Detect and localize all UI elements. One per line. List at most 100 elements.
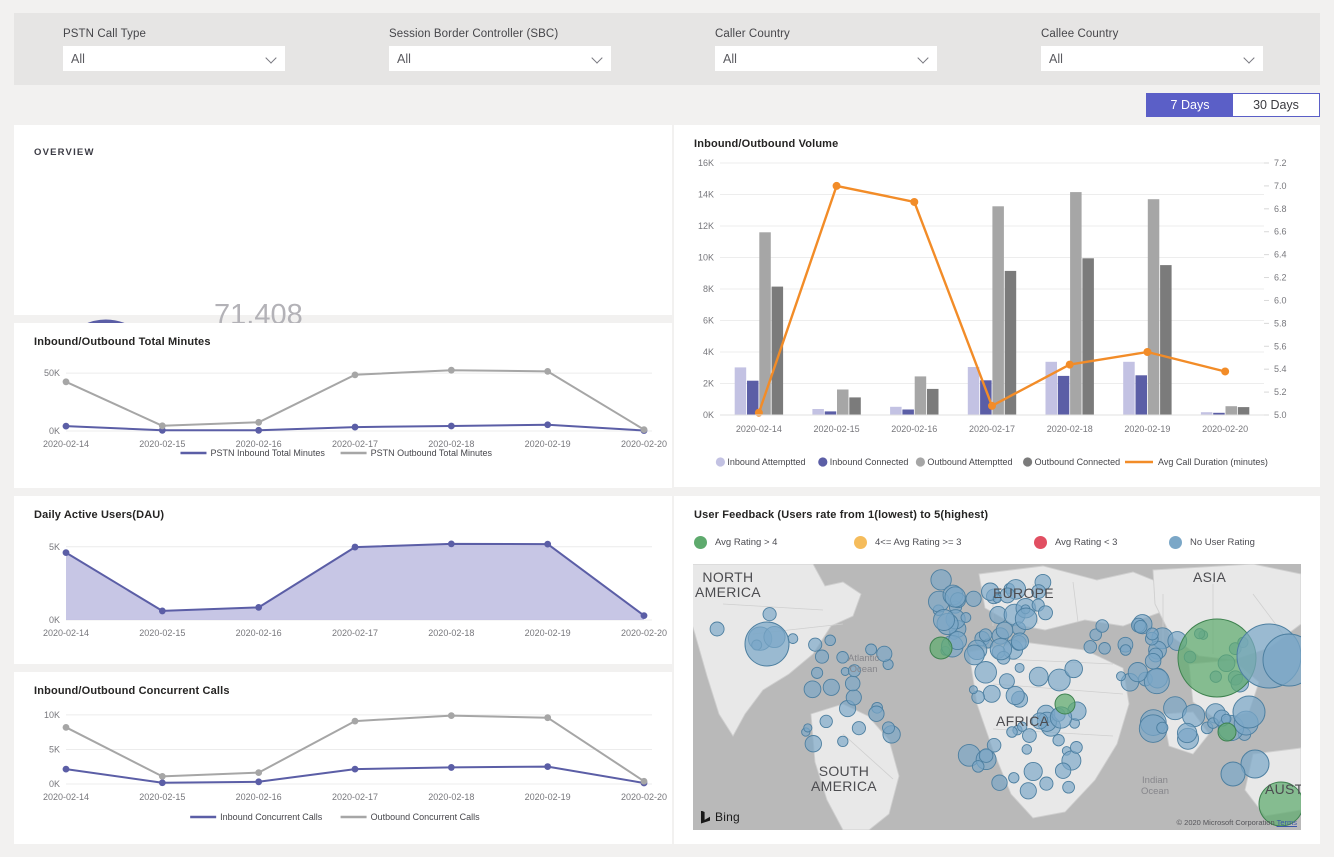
svg-text:2020-02-20: 2020-02-20 <box>621 792 667 802</box>
svg-text:Inbound Concurrent Calls: Inbound Concurrent Calls <box>220 812 323 822</box>
svg-text:2020-02-15: 2020-02-15 <box>139 628 185 638</box>
svg-text:2020-02-16: 2020-02-16 <box>891 424 937 434</box>
svg-text:10K: 10K <box>698 253 714 263</box>
legend-swatch-icon <box>694 536 707 549</box>
filter-callee-country: Callee Country All <box>992 13 1318 85</box>
overview-title: OVERVIEW <box>34 147 95 158</box>
svg-text:6K: 6K <box>703 316 714 326</box>
legend-item-avg-rating-high[interactable]: Avg Rating > 4 <box>694 536 854 549</box>
map-label-south-america: SOUTH AMERICA <box>811 763 877 794</box>
svg-text:5.2: 5.2 <box>1274 387 1287 397</box>
overview-card: OVERVIEW 71,408 Total Attempted 50,269 T… <box>14 125 672 400</box>
svg-text:0K: 0K <box>49 615 60 625</box>
chart-title: Inbound/Outbound Concurrent Calls <box>34 685 230 697</box>
svg-text:6.8: 6.8 <box>1274 204 1287 214</box>
svg-text:2020-02-20: 2020-02-20 <box>621 439 667 449</box>
filter-dropdown-callee-country[interactable]: All <box>1041 46 1263 71</box>
svg-text:2020-02-15: 2020-02-15 <box>139 792 185 802</box>
svg-text:2020-02-18: 2020-02-18 <box>428 792 474 802</box>
svg-text:2020-02-20: 2020-02-20 <box>621 628 667 638</box>
bing-label: Bing <box>715 810 740 824</box>
svg-text:2K: 2K <box>703 379 714 389</box>
svg-text:2020-02-14: 2020-02-14 <box>736 424 782 434</box>
svg-text:0K: 0K <box>703 410 714 420</box>
svg-text:2020-02-19: 2020-02-19 <box>525 792 571 802</box>
legend-item-avg-rating-low[interactable]: Avg Rating < 3 <box>1034 536 1169 549</box>
svg-text:Outbound Concurrent Calls: Outbound Concurrent Calls <box>371 812 481 822</box>
legend-swatch-icon <box>1169 536 1182 549</box>
legend-item-avg-rating-mid[interactable]: 4<= Avg Rating >= 3 <box>854 536 1034 549</box>
map-label-asia: ASIA <box>1193 569 1227 585</box>
svg-text:2020-02-17: 2020-02-17 <box>332 439 378 449</box>
svg-text:5.4: 5.4 <box>1274 364 1287 374</box>
area-chart-daily-active-users[interactable]: 0K 5K 2020-02-14 2020-02-15 2020-02-16 2020-0… <box>14 496 672 664</box>
svg-text:2020-02-16: 2020-02-16 <box>236 792 282 802</box>
svg-text:0K: 0K <box>49 779 60 789</box>
line-chart-total-minutes[interactable]: 0K 50K 2020-02-14 2020-02-15 2020-02-16 2020-… <box>14 323 672 488</box>
bing-mark-icon <box>701 810 710 824</box>
svg-text:6.4: 6.4 <box>1274 250 1287 260</box>
svg-text:7.2: 7.2 <box>1274 158 1287 168</box>
svg-text:16K: 16K <box>698 158 714 168</box>
filter-bar: PSTN Call Type All Session Border Contro… <box>14 13 1320 85</box>
filter-caller-country: Caller Country All <box>666 13 992 85</box>
svg-text:2020-02-17: 2020-02-17 <box>332 792 378 802</box>
svg-text:2020-02-16: 2020-02-16 <box>236 628 282 638</box>
chart-title: Daily Active Users(DAU) <box>34 509 165 521</box>
chart-title: Inbound/Outbound Total Minutes <box>34 336 211 348</box>
svg-text:6.6: 6.6 <box>1274 227 1287 237</box>
chart-card-inbound-outbound-volume: Inbound/Outbound Volume 0K 2K 4K 6K 8K 10K 12K… <box>674 125 1320 487</box>
map-bubbles-layer <box>693 564 1301 830</box>
filter-dropdown-session-border-controller[interactable]: All <box>389 46 611 71</box>
svg-text:2020-02-19: 2020-02-19 <box>525 628 571 638</box>
svg-text:2020-02-16: 2020-02-16 <box>236 439 282 449</box>
legend-swatch-icon <box>854 536 867 549</box>
map-label-africa: AFRICA <box>996 713 1050 729</box>
toggle-7-days[interactable]: 7 Days <box>1147 94 1233 116</box>
svg-text:2020-02-20: 2020-02-20 <box>1202 424 1248 434</box>
svg-text:6.0: 6.0 <box>1274 295 1287 305</box>
map-card-user-feedback: User Feedback (Users rate from 1(lowest)… <box>674 496 1320 844</box>
svg-text:2020-02-15: 2020-02-15 <box>139 439 185 449</box>
svg-text:2020-02-18: 2020-02-18 <box>428 628 474 638</box>
combo-chart-inbound-outbound-volume[interactable]: 0K 2K 4K 6K 8K 10K 12K 14K 16K 5.0 5.2 5.4 5.6 5.8 6.0… <box>674 125 1320 487</box>
filter-value: All <box>1049 51 1063 66</box>
filter-dropdown-caller-country[interactable]: All <box>715 46 937 71</box>
map-legend: Avg Rating > 4 4<= Avg Rating >= 3 Avg R… <box>694 536 1255 549</box>
map-label-europe: EUROPE <box>993 585 1054 601</box>
svg-text:Avg Call Duration (minutes): Avg Call Duration (minutes) <box>1158 457 1268 467</box>
chart-card-concurrent-calls: Inbound/Outbound Concurrent Calls 0K 5K 10… <box>14 672 672 844</box>
chevron-down-icon <box>1244 53 1255 64</box>
svg-text:8K: 8K <box>703 284 714 294</box>
bing-logo[interactable]: Bing <box>701 810 740 824</box>
svg-text:50K: 50K <box>44 368 60 378</box>
svg-text:5K: 5K <box>49 744 60 754</box>
svg-text:2020-02-14: 2020-02-14 <box>43 628 89 638</box>
svg-text:0K: 0K <box>49 426 60 436</box>
svg-text:7.0: 7.0 <box>1274 181 1287 191</box>
map-label-indian-ocean: Indian Ocean <box>1141 775 1169 797</box>
map-attribution: © 2020 Microsoft Corporation Terms <box>1177 818 1297 827</box>
world-map[interactable]: NORTH AMERICA SOUTH AMERICA EUROPE AFRICA … <box>693 564 1301 830</box>
map-copyright: © 2020 Microsoft Corporation <box>1176 818 1275 827</box>
legend-swatch-icon <box>1034 536 1047 549</box>
svg-text:10K: 10K <box>44 710 60 720</box>
map-terms-link[interactable]: Terms <box>1276 818 1297 827</box>
line-chart-concurrent-calls[interactable]: 0K 5K 10K 2020-02-14 2020-02-15 2020-02-16 202… <box>14 672 672 844</box>
chevron-down-icon <box>918 53 929 64</box>
map-label-north-america: NORTH AMERICA <box>695 569 761 600</box>
legend-label: No User Rating <box>1190 537 1255 548</box>
filter-dropdown-pstn-call-type[interactable]: All <box>63 46 285 71</box>
toggle-30-days[interactable]: 30 Days <box>1233 94 1319 116</box>
svg-text:14K: 14K <box>698 190 714 200</box>
svg-text:2020-02-14: 2020-02-14 <box>43 792 89 802</box>
filter-label: Callee Country <box>1041 28 1119 40</box>
chevron-down-icon <box>592 53 603 64</box>
chart-card-total-minutes: Inbound/Outbound Total Minutes 0K 50K 2020… <box>14 323 672 488</box>
svg-text:2020-02-17: 2020-02-17 <box>969 424 1015 434</box>
svg-text:Outbound Connected: Outbound Connected <box>1035 457 1121 467</box>
legend-item-no-rating[interactable]: No User Rating <box>1169 536 1255 549</box>
svg-text:6.2: 6.2 <box>1274 273 1287 283</box>
chevron-down-icon <box>266 53 277 64</box>
legend-label: 4<= Avg Rating >= 3 <box>875 537 962 548</box>
